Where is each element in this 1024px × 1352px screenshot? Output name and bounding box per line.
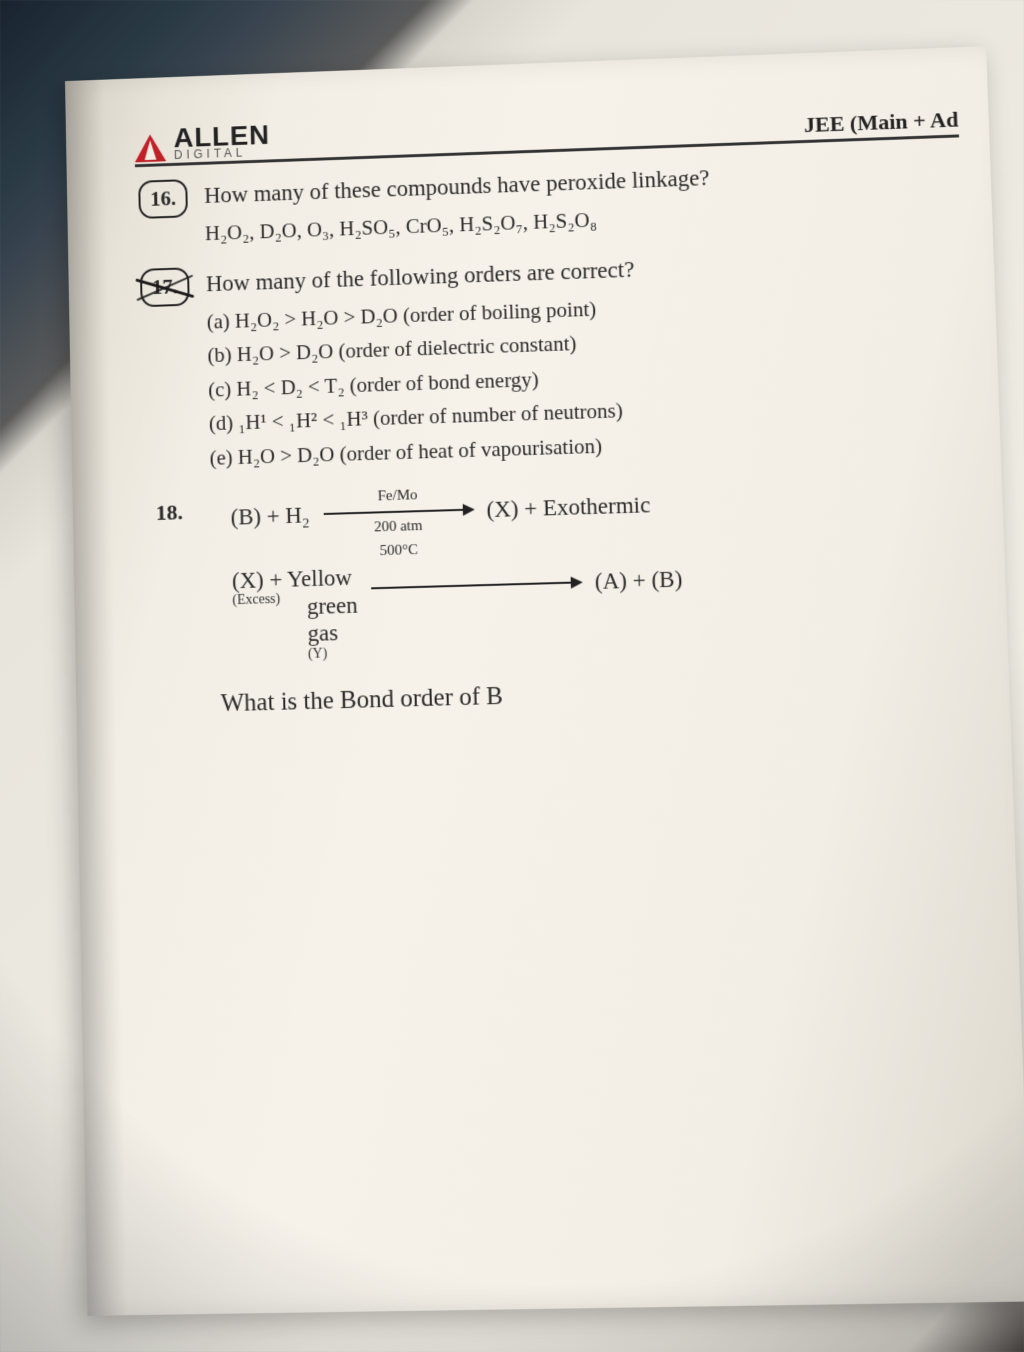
question-17: 17. How many of the following orders are…: [137, 241, 970, 479]
question-number: 18.: [141, 495, 201, 727]
arrow-below: 200 atm 500°C: [374, 515, 424, 563]
question-number: 16.: [135, 179, 191, 252]
options-list: (a) H₂O₂ > H₂O > D₂O (order of boiling p…: [206, 280, 970, 474]
logo-text: ALLEN DIGITAL: [173, 122, 270, 161]
arrow-below-1: 200 atm: [374, 518, 423, 535]
qnum-plain: 18.: [156, 499, 184, 525]
arrow-above: Fe/Mo: [377, 484, 417, 508]
logo-triangle-icon: [134, 134, 166, 162]
page-fold-shadow: [65, 80, 127, 1316]
rxn2-green: green: [307, 593, 358, 621]
question-18: 18. (B) + H₂ Fe/Mo 200 atm 500°C (X) + E…: [141, 471, 979, 726]
question-body: (B) + H₂ Fe/Mo 200 atm 500°C (X) + Exoth…: [210, 471, 979, 724]
rxn2-gas: green gas (Y): [307, 593, 359, 663]
question-number: 17.: [137, 267, 196, 478]
bond-order-question: What is the Bond order of B: [220, 665, 979, 724]
brand-logo: ALLEN DIGITAL: [134, 122, 270, 162]
question-body: How many of these compounds have peroxid…: [204, 151, 962, 249]
arrow-shaft: [323, 509, 472, 515]
rxn1-left: (B) + H₂: [230, 497, 310, 535]
reaction-2: (X) + Yellow (Excess) green gas (Y) (A) …: [232, 547, 977, 665]
rxn1-right: (X) + Exothermic: [486, 487, 651, 527]
arrow-shaft: [371, 582, 581, 590]
exam-label: JEE (Main + Ad: [804, 107, 959, 138]
reaction-block: (B) + H₂ Fe/Mo 200 atm 500°C (X) + Exoth…: [230, 477, 977, 665]
y-label: (Y): [308, 646, 359, 663]
rxn2-right: (A) + (B): [594, 562, 682, 600]
question-16: 16. How many of these compounds have per…: [135, 151, 962, 251]
reaction-1: (B) + H₂ Fe/Mo 200 atm 500°C (X) + Exoth…: [230, 477, 972, 535]
question-body: How many of the following orders are cor…: [206, 241, 971, 476]
rxn2-gas-word: gas: [307, 619, 358, 647]
reaction-arrow-icon: Fe/Mo 200 atm 500°C: [323, 496, 473, 528]
worksheet-paper: ALLEN DIGITAL JEE (Main + Ad 16. How man…: [65, 46, 1024, 1316]
qnum-circle: 16.: [138, 179, 188, 218]
qnum-struck: 17.: [140, 267, 190, 307]
reaction-arrow-icon: [371, 569, 581, 603]
arrow-below-2: 500°C: [380, 542, 419, 559]
